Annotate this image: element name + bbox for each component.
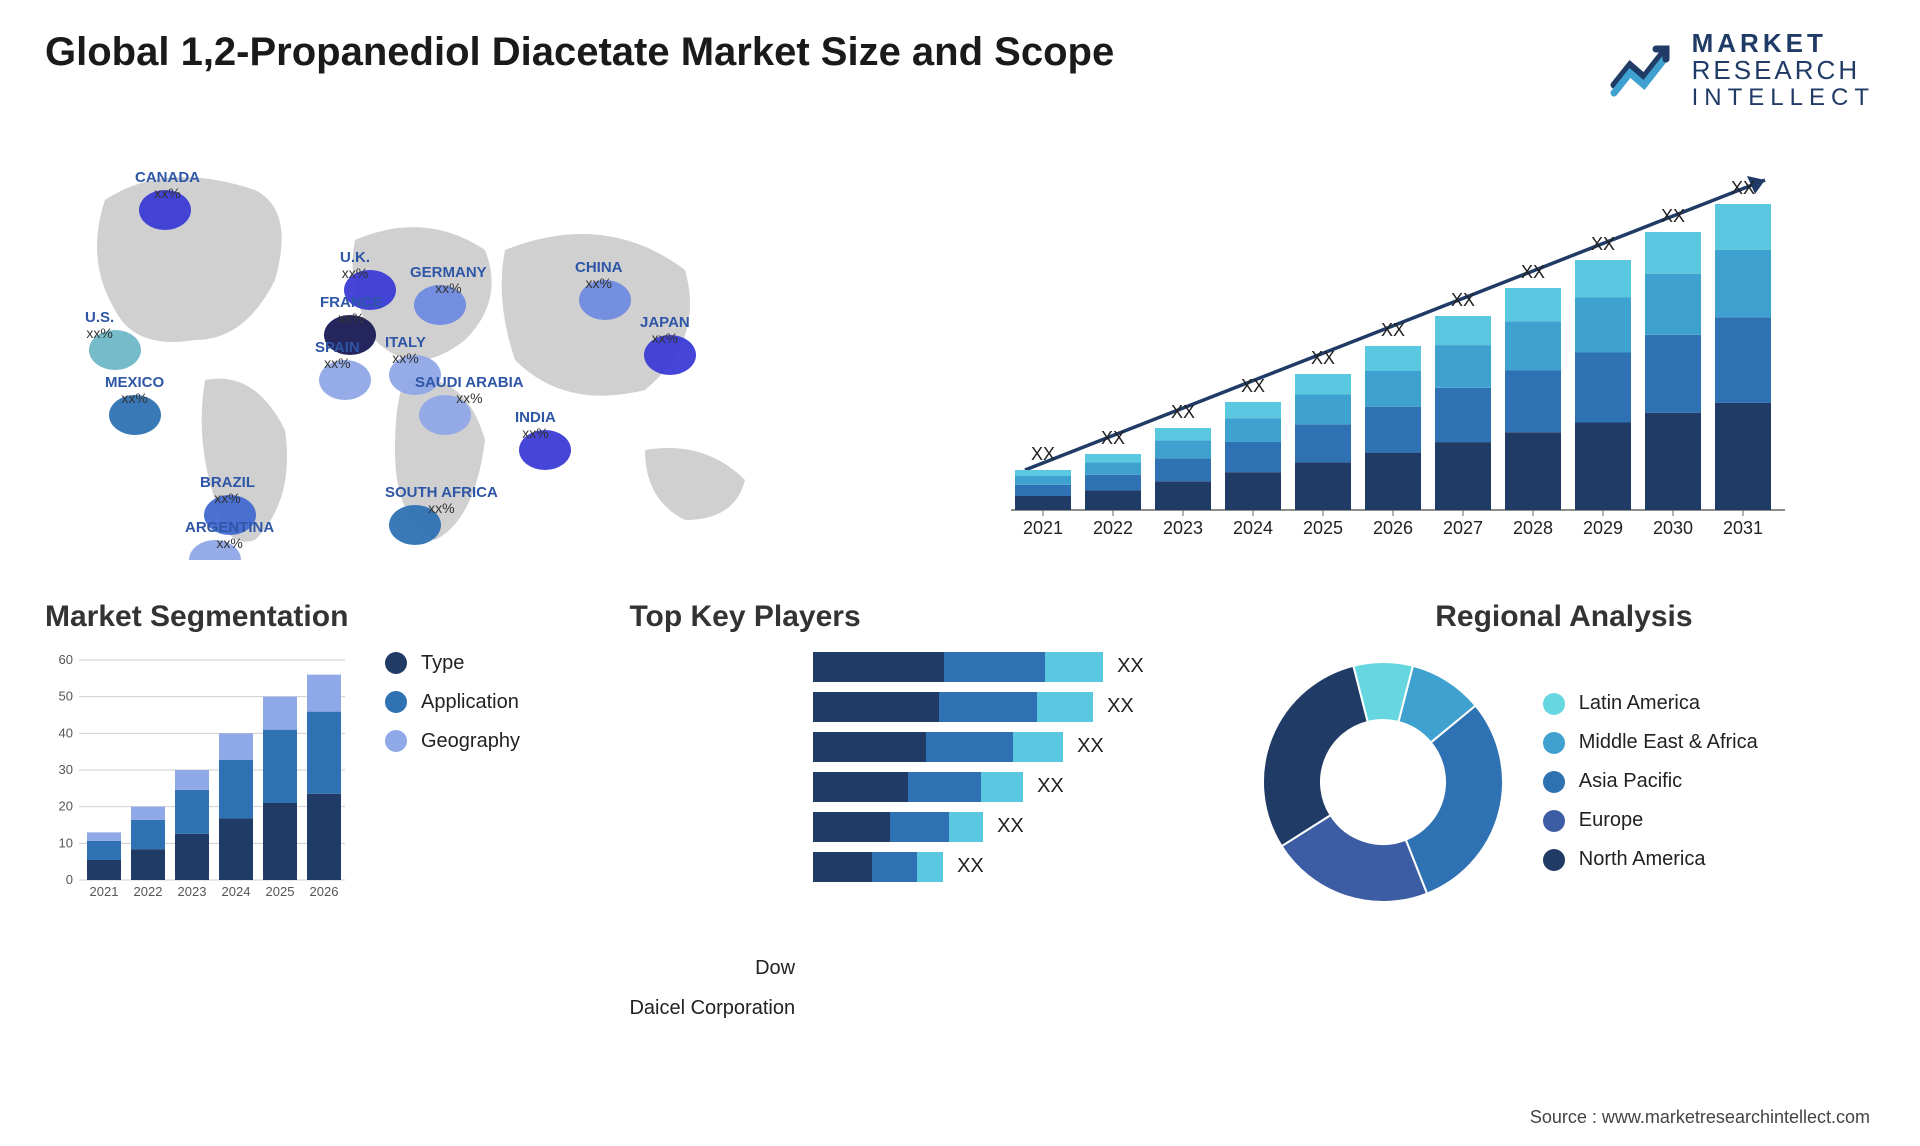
svg-text:XX: XX xyxy=(1241,376,1265,396)
market-size-chart: XX 2021 XX 2022 XX 2023 XX 2024 XX 2025 XX 2026 XX 20… xyxy=(985,140,1805,560)
page-title: Global 1,2-Propanediol Diacetate Market … xyxy=(45,30,1114,75)
country-label: SPAINxx% xyxy=(315,340,360,372)
legend-item: Asia Pacific xyxy=(1543,770,1758,793)
logo-line1: MARKET xyxy=(1692,30,1875,57)
country-label: GERMANYxx% xyxy=(410,265,487,297)
svg-text:2022: 2022 xyxy=(1093,518,1133,538)
regional-donut xyxy=(1253,652,1513,912)
svg-text:0: 0 xyxy=(66,872,73,887)
country-label: U.K.xx% xyxy=(340,250,370,282)
svg-text:60: 60 xyxy=(59,652,73,667)
logo-line2: RESEARCH xyxy=(1692,57,1875,84)
svg-text:10: 10 xyxy=(59,835,73,850)
svg-text:2024: 2024 xyxy=(222,884,251,899)
player-value: XX xyxy=(957,855,984,878)
svg-text:2026: 2026 xyxy=(1373,518,1413,538)
player-bar-row: XX xyxy=(813,772,1144,802)
svg-text:30: 30 xyxy=(59,762,73,777)
svg-text:50: 50 xyxy=(59,688,73,703)
player-label: Daicel Corporation xyxy=(629,994,795,1024)
player-bar-row: XX xyxy=(813,692,1144,722)
svg-text:2025: 2025 xyxy=(266,884,295,899)
player-value: XX xyxy=(1037,775,1064,798)
country-label: INDIAxx% xyxy=(515,410,556,442)
svg-text:2029: 2029 xyxy=(1583,518,1623,538)
logo-icon xyxy=(1608,41,1680,99)
svg-text:XX: XX xyxy=(1591,234,1615,254)
svg-text:2024: 2024 xyxy=(1233,518,1273,538)
legend-item: Application xyxy=(385,691,520,714)
player-bar-row: XX xyxy=(813,812,1144,842)
players-title: Top Key Players xyxy=(629,600,1212,634)
segmentation-panel: Market Segmentation 0 10 20 30 40 50 60 2021 202… xyxy=(45,600,589,1024)
svg-text:XX: XX xyxy=(1451,290,1475,310)
svg-text:XX: XX xyxy=(1311,348,1335,368)
player-value: XX xyxy=(1117,655,1144,678)
brand-logo: MARKET RESEARCH INTELLECT xyxy=(1608,30,1875,110)
player-bar-row: XX xyxy=(813,732,1144,762)
svg-text:20: 20 xyxy=(59,798,73,813)
svg-text:2021: 2021 xyxy=(1023,518,1063,538)
country-label: SAUDI ARABIAxx% xyxy=(415,375,524,407)
svg-text:2021: 2021 xyxy=(90,884,119,899)
country-label: BRAZILxx% xyxy=(200,475,255,507)
svg-text:XX: XX xyxy=(1731,178,1755,198)
players-panel: Top Key Players Dow Daicel Corporation XX… xyxy=(629,600,1212,1024)
svg-text:40: 40 xyxy=(59,725,73,740)
svg-text:2031: 2031 xyxy=(1723,518,1763,538)
svg-text:XX: XX xyxy=(1171,402,1195,422)
segmentation-title: Market Segmentation xyxy=(45,600,589,634)
svg-text:2028: 2028 xyxy=(1513,518,1553,538)
legend-item: Geography xyxy=(385,730,520,753)
country-label: U.S.xx% xyxy=(85,310,114,342)
player-value: XX xyxy=(1077,735,1104,758)
segmentation-legend: Type Application Geography xyxy=(385,652,520,753)
legend-item: North America xyxy=(1543,848,1758,871)
country-label: ARGENTINAxx% xyxy=(185,520,274,552)
legend-item: Latin America xyxy=(1543,692,1758,715)
player-value: XX xyxy=(1107,695,1134,718)
svg-text:XX: XX xyxy=(1031,444,1055,464)
country-label: MEXICOxx% xyxy=(105,375,164,407)
country-label: SOUTH AFRICAxx% xyxy=(385,485,498,517)
country-label: FRANCExx% xyxy=(320,295,383,327)
legend-item: Europe xyxy=(1543,809,1758,832)
legend-item: Middle East & Africa xyxy=(1543,731,1758,754)
svg-text:2026: 2026 xyxy=(310,884,339,899)
logo-line3: INTELLECT xyxy=(1692,85,1875,110)
legend-item: Type xyxy=(385,652,520,675)
player-bar-row: XX xyxy=(813,652,1144,682)
svg-text:2022: 2022 xyxy=(134,884,163,899)
player-bar-row: XX xyxy=(813,852,1144,882)
segmentation-chart: 0 10 20 30 40 50 60 2021 2022 2023 2024 2025 2026 xyxy=(45,652,355,902)
player-value: XX xyxy=(997,815,1024,838)
svg-text:2030: 2030 xyxy=(1653,518,1693,538)
svg-text:XX: XX xyxy=(1101,428,1125,448)
source-text: Source : www.marketresearchintellect.com xyxy=(1530,1107,1870,1128)
regional-title: Regional Analysis xyxy=(1253,600,1875,634)
players-labels: Dow Daicel Corporation xyxy=(629,652,795,1024)
country-label: JAPANxx% xyxy=(640,315,690,347)
svg-text:2027: 2027 xyxy=(1443,518,1483,538)
svg-text:2023: 2023 xyxy=(178,884,207,899)
svg-text:2023: 2023 xyxy=(1163,518,1203,538)
players-chart: XXXXXXXXXXXX xyxy=(813,652,1144,882)
svg-text:XX: XX xyxy=(1381,320,1405,340)
regional-panel: Regional Analysis Latin America Middle Ea… xyxy=(1253,600,1875,1024)
country-label: ITALYxx% xyxy=(385,335,426,367)
svg-text:XX: XX xyxy=(1521,262,1545,282)
regional-legend: Latin America Middle East & Africa Asia Pa… xyxy=(1543,692,1758,871)
world-map-panel: CANADAxx% U.S.xx% MEXICOxx% BRAZILxx% ARGENT… xyxy=(45,140,925,560)
player-label: Dow xyxy=(755,954,795,984)
country-label: CHINAxx% xyxy=(575,260,623,292)
country-label: CANADAxx% xyxy=(135,170,200,202)
svg-text:XX: XX xyxy=(1661,206,1685,226)
svg-text:2025: 2025 xyxy=(1303,518,1343,538)
